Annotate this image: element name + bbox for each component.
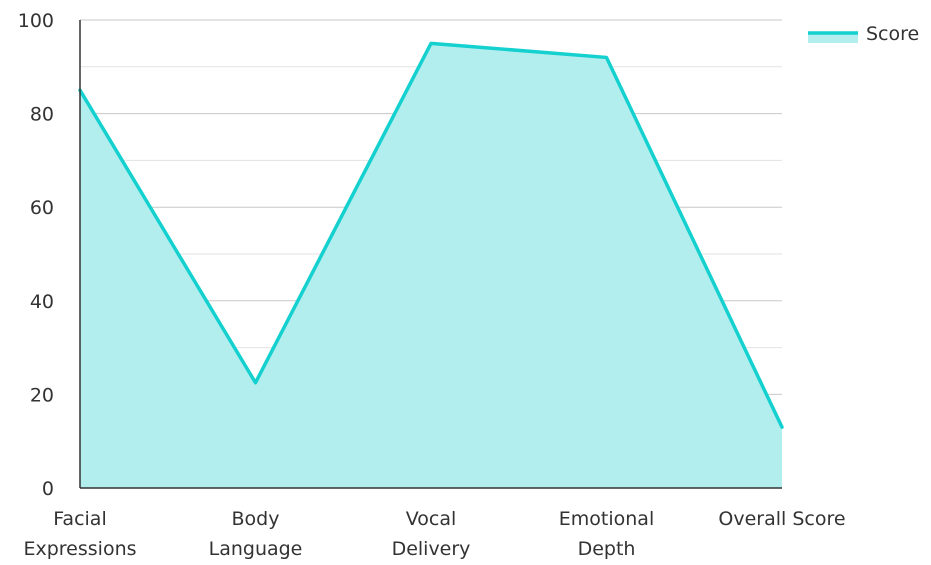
- y-tick-label: 60: [30, 197, 54, 219]
- y-tick-label: 20: [30, 384, 54, 406]
- y-tick-label: 40: [30, 291, 54, 313]
- legend-label: Score: [866, 23, 919, 45]
- series-area-layer: [80, 43, 782, 488]
- y-tick-label: 100: [18, 10, 54, 32]
- x-tick-label: Overall Score: [718, 508, 845, 530]
- y-tick-label: 80: [30, 104, 54, 126]
- y-tick-label: 0: [42, 478, 54, 500]
- y-tick-labels: 0 20 40 60 80 100: [18, 10, 54, 500]
- legend: Score: [808, 23, 919, 45]
